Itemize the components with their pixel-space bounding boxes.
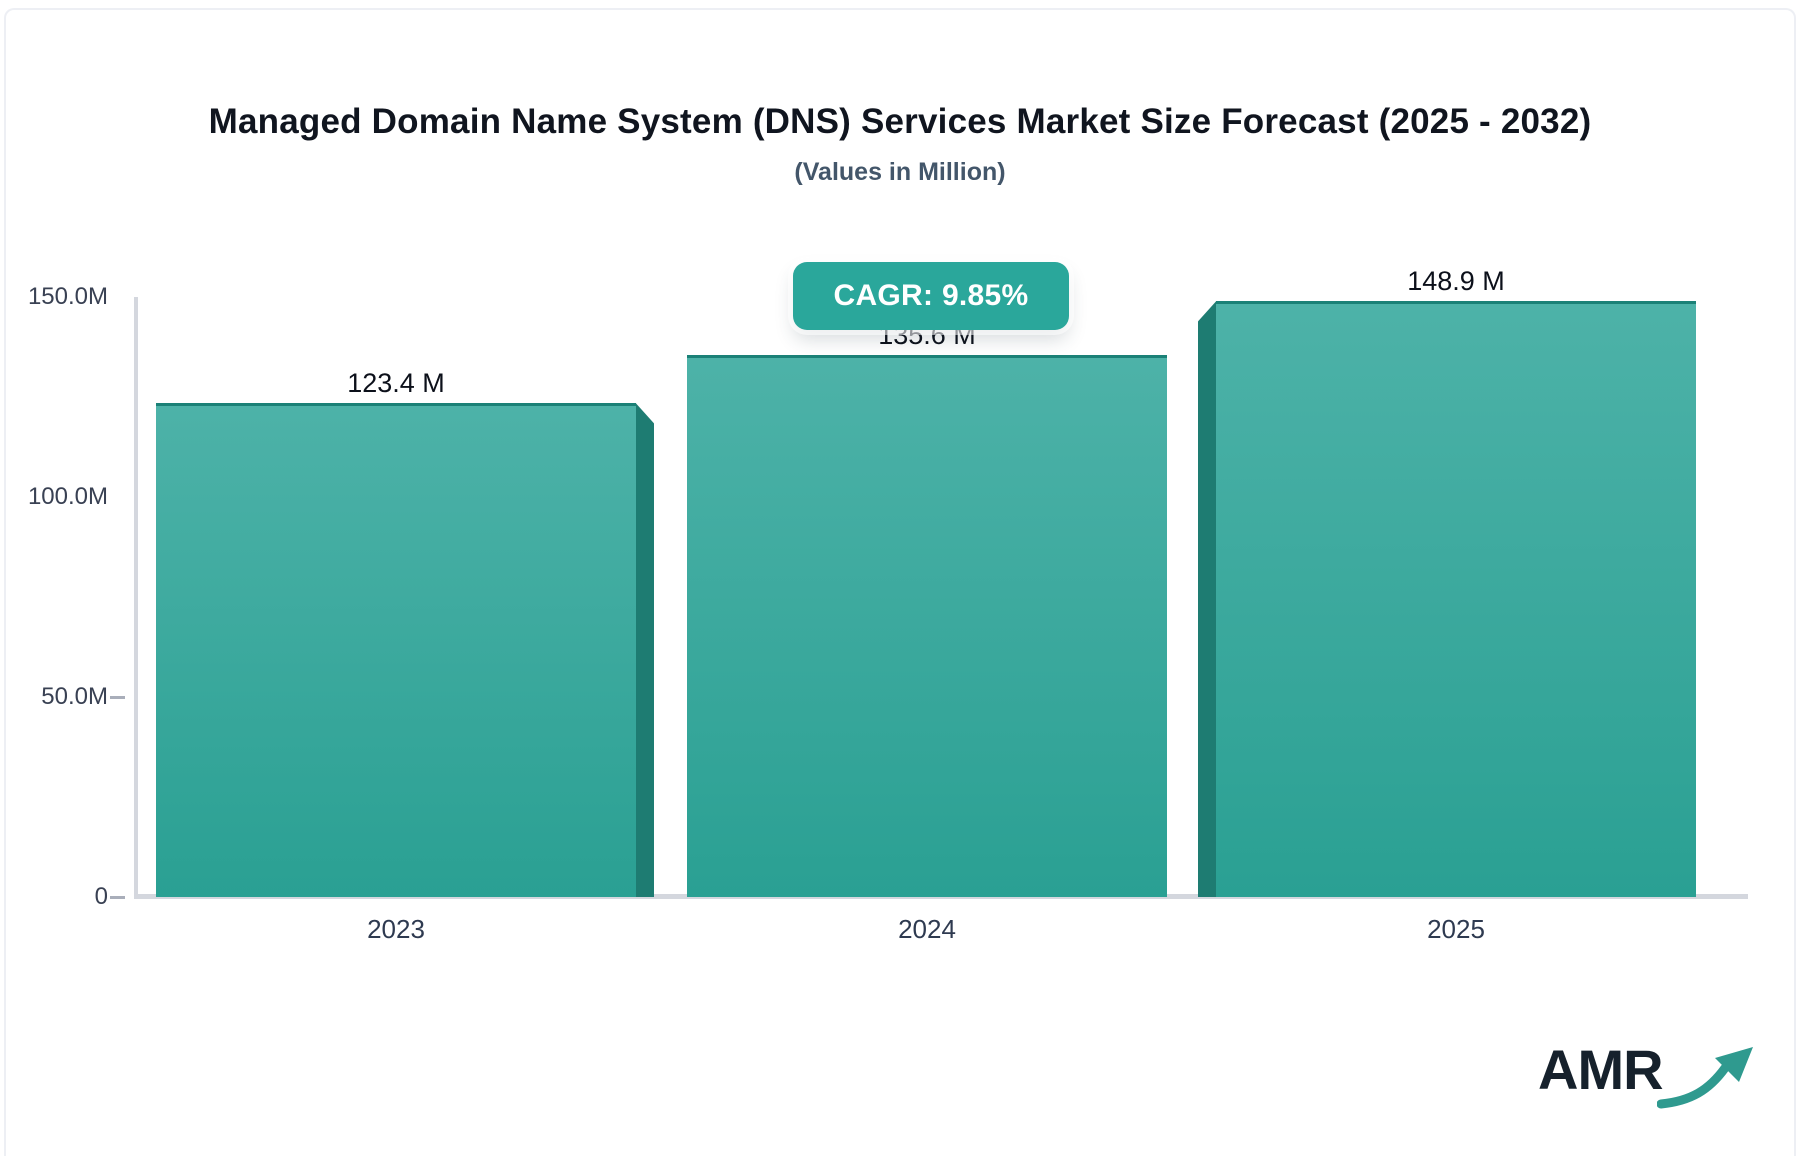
bar-2025-side-panel <box>1198 301 1216 897</box>
y-axis-tick-mark <box>110 896 125 899</box>
cagr-badge: CAGR: 9.85% <box>793 262 1069 330</box>
bar-value-label: 148.9 M <box>1407 266 1505 297</box>
y-axis-line <box>134 297 138 899</box>
page-subtitle: (Values in Million) <box>794 158 1006 186</box>
y-axis-tick-label: 150.0M <box>27 283 108 310</box>
bar-2024[interactable] <box>687 354 1167 897</box>
chart-card: Managed Domain Name System (DNS) Service… <box>4 8 1796 1156</box>
bar-2023[interactable] <box>156 403 636 897</box>
y-axis-tick-mark <box>110 696 125 699</box>
trend-arrow-icon <box>1656 1044 1757 1115</box>
bar-2025[interactable] <box>1216 301 1696 897</box>
amr-logo[interactable]: AMR <box>1538 1042 1757 1115</box>
bar-value-label: 123.4 M <box>347 368 445 399</box>
chart-area: 150.0M 100.0M 50.0M 0 123.4 M 2023 135.6 M 2024… <box>6 10 1794 1156</box>
x-axis-label-2025: 2025 <box>1427 914 1485 944</box>
bar-2023-side-panel <box>636 403 654 897</box>
page-title: Managed Domain Name System (DNS) Service… <box>208 102 1592 141</box>
y-axis-tick-label: 50.0M <box>41 683 108 710</box>
x-axis-label-2023: 2023 <box>367 914 425 944</box>
y-axis-tick-label: 0 <box>94 883 108 910</box>
y-axis-tick-label: 100.0M <box>27 483 108 510</box>
x-axis-label-2024: 2024 <box>898 914 956 944</box>
amr-logo-text: AMR <box>1538 1038 1664 1101</box>
